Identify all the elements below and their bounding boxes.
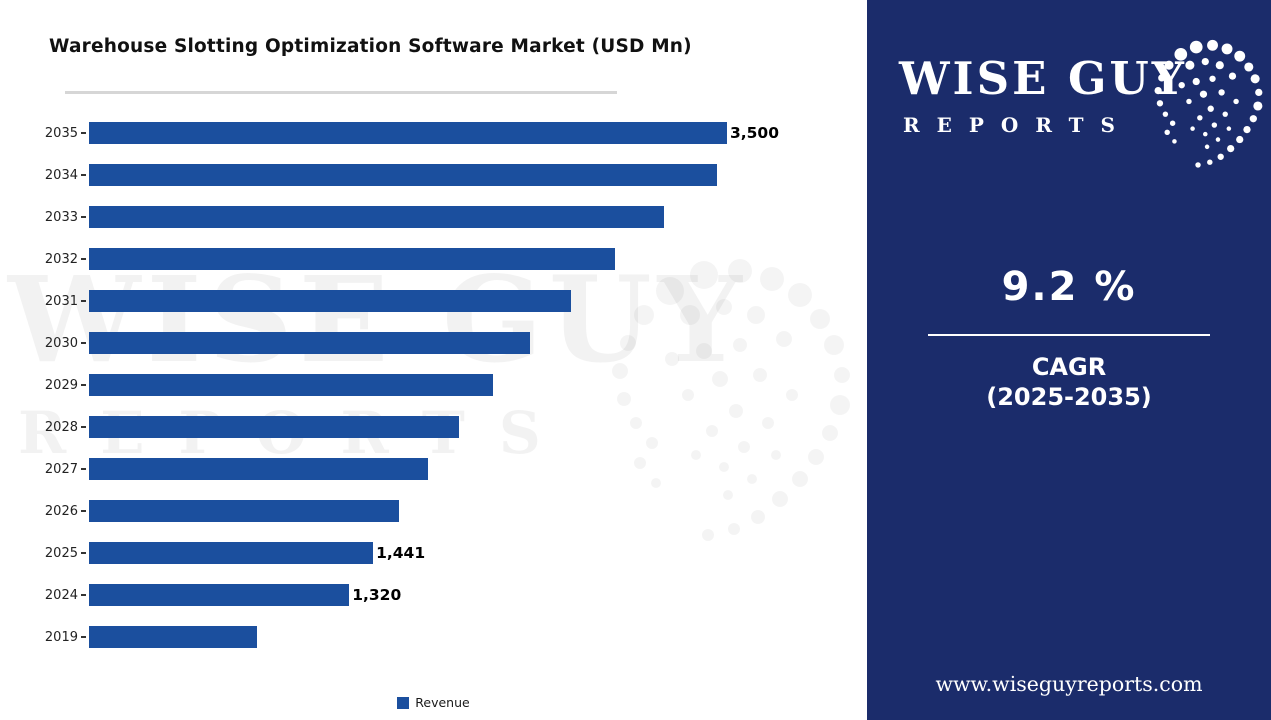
revenue-bar [89, 374, 494, 396]
chart-row: 2025 1,441 [30, 532, 779, 574]
chart-legend: Revenue [0, 695, 867, 710]
cagr-label-line2: (2025-2035) [986, 383, 1152, 411]
brand-head-dots-icon [1154, 39, 1263, 168]
chart-row: 2027 [30, 448, 779, 490]
revenue-bar [89, 584, 350, 606]
chart-title: Warehouse Slotting Optimization Software… [49, 36, 692, 57]
revenue-bar [89, 332, 531, 354]
value-label: 1,320 [352, 586, 402, 604]
year-label: 2028 [44, 419, 78, 435]
axis-tick [81, 510, 86, 512]
axis-tick [81, 636, 86, 638]
year-label: 2030 [44, 335, 78, 351]
revenue-bar [89, 122, 727, 144]
website-url: www.wiseguyreports.com [935, 672, 1203, 696]
axis-tick [81, 468, 86, 470]
chart-row: 2034 [30, 154, 779, 196]
chart-row: 2029 [30, 364, 779, 406]
axis-tick [81, 300, 86, 302]
chart-row: 2026 [30, 490, 779, 532]
year-label: 2033 [44, 209, 78, 225]
axis-tick [81, 216, 86, 218]
revenue-bar [89, 458, 428, 480]
year-label: 2019 [44, 629, 78, 645]
bar-track: 1,320 [89, 584, 779, 606]
year-label: 2032 [44, 251, 78, 267]
year-label: 2024 [44, 587, 78, 603]
value-label: 1,441 [376, 544, 426, 562]
value-label: 3,500 [729, 124, 779, 142]
cagr-divider [928, 334, 1210, 336]
bar-track: 3,500 [89, 122, 779, 144]
revenue-bar [89, 626, 257, 648]
cagr-value: 9.2 % [1001, 264, 1137, 310]
title-divider [65, 91, 617, 94]
chart-panel: WISE GUY REPORTS Warehouse Slotting Opti… [0, 36, 867, 710]
chart-row: 2024 1,320 [30, 574, 779, 616]
revenue-bar [89, 290, 571, 312]
brand-logo-text: WISE GUY [899, 52, 1187, 105]
axis-tick [81, 132, 86, 134]
bar-track [89, 164, 779, 186]
chart-row: 2032 [30, 238, 779, 280]
brand-logo-subtext: REPORTS [903, 113, 1132, 137]
bar-track: 1,441 [89, 542, 779, 564]
year-label: 2034 [44, 167, 78, 183]
brand-logo: WISE GUY REPORTS [899, 39, 1263, 172]
bar-track [89, 206, 779, 228]
bar-track [89, 332, 779, 354]
year-label: 2027 [44, 461, 78, 477]
chart-row: 2031 [30, 280, 779, 322]
chart-row: 2033 [30, 196, 779, 238]
revenue-bar [89, 500, 400, 522]
legend-swatch-revenue [397, 696, 410, 709]
axis-tick [81, 594, 86, 596]
axis-tick [81, 426, 86, 428]
bar-track [89, 500, 779, 522]
axis-tick [81, 384, 86, 386]
year-label: 2029 [44, 377, 78, 393]
year-label: 2026 [44, 503, 78, 519]
revenue-bar [89, 248, 616, 270]
brand-panel: WISE GUY REPORTS 9.2 % CAGR (2025-2035) … [867, 0, 1271, 720]
bar-track [89, 248, 779, 270]
axis-tick [81, 174, 86, 176]
bar-track [89, 626, 779, 648]
bar-track [89, 416, 779, 438]
cagr-label-line1: CAGR [1031, 353, 1107, 381]
bar-track [89, 290, 779, 312]
year-label: 2031 [44, 293, 78, 309]
year-label: 2025 [44, 545, 78, 561]
revenue-bar [89, 164, 717, 186]
year-label: 2035 [44, 125, 78, 141]
revenue-bar [89, 542, 374, 564]
legend-label-revenue: Revenue [415, 695, 470, 710]
chart-row: 2019 [30, 616, 779, 658]
axis-tick [81, 258, 86, 260]
revenue-bar [89, 416, 460, 438]
chart-row: 2028 [30, 406, 779, 448]
bar-track [89, 374, 779, 396]
bar-track [89, 458, 779, 480]
chart-rows: 2035 3,500 2034 2033 2032 2031 2030 2029 2028 202… [30, 112, 779, 658]
axis-tick [81, 552, 86, 554]
axis-tick [81, 342, 86, 344]
chart-row: 2035 3,500 [30, 112, 779, 154]
cagr-label: CAGR (2025-2035) [986, 352, 1152, 412]
revenue-bar [89, 206, 664, 228]
chart-row: 2030 [30, 322, 779, 364]
